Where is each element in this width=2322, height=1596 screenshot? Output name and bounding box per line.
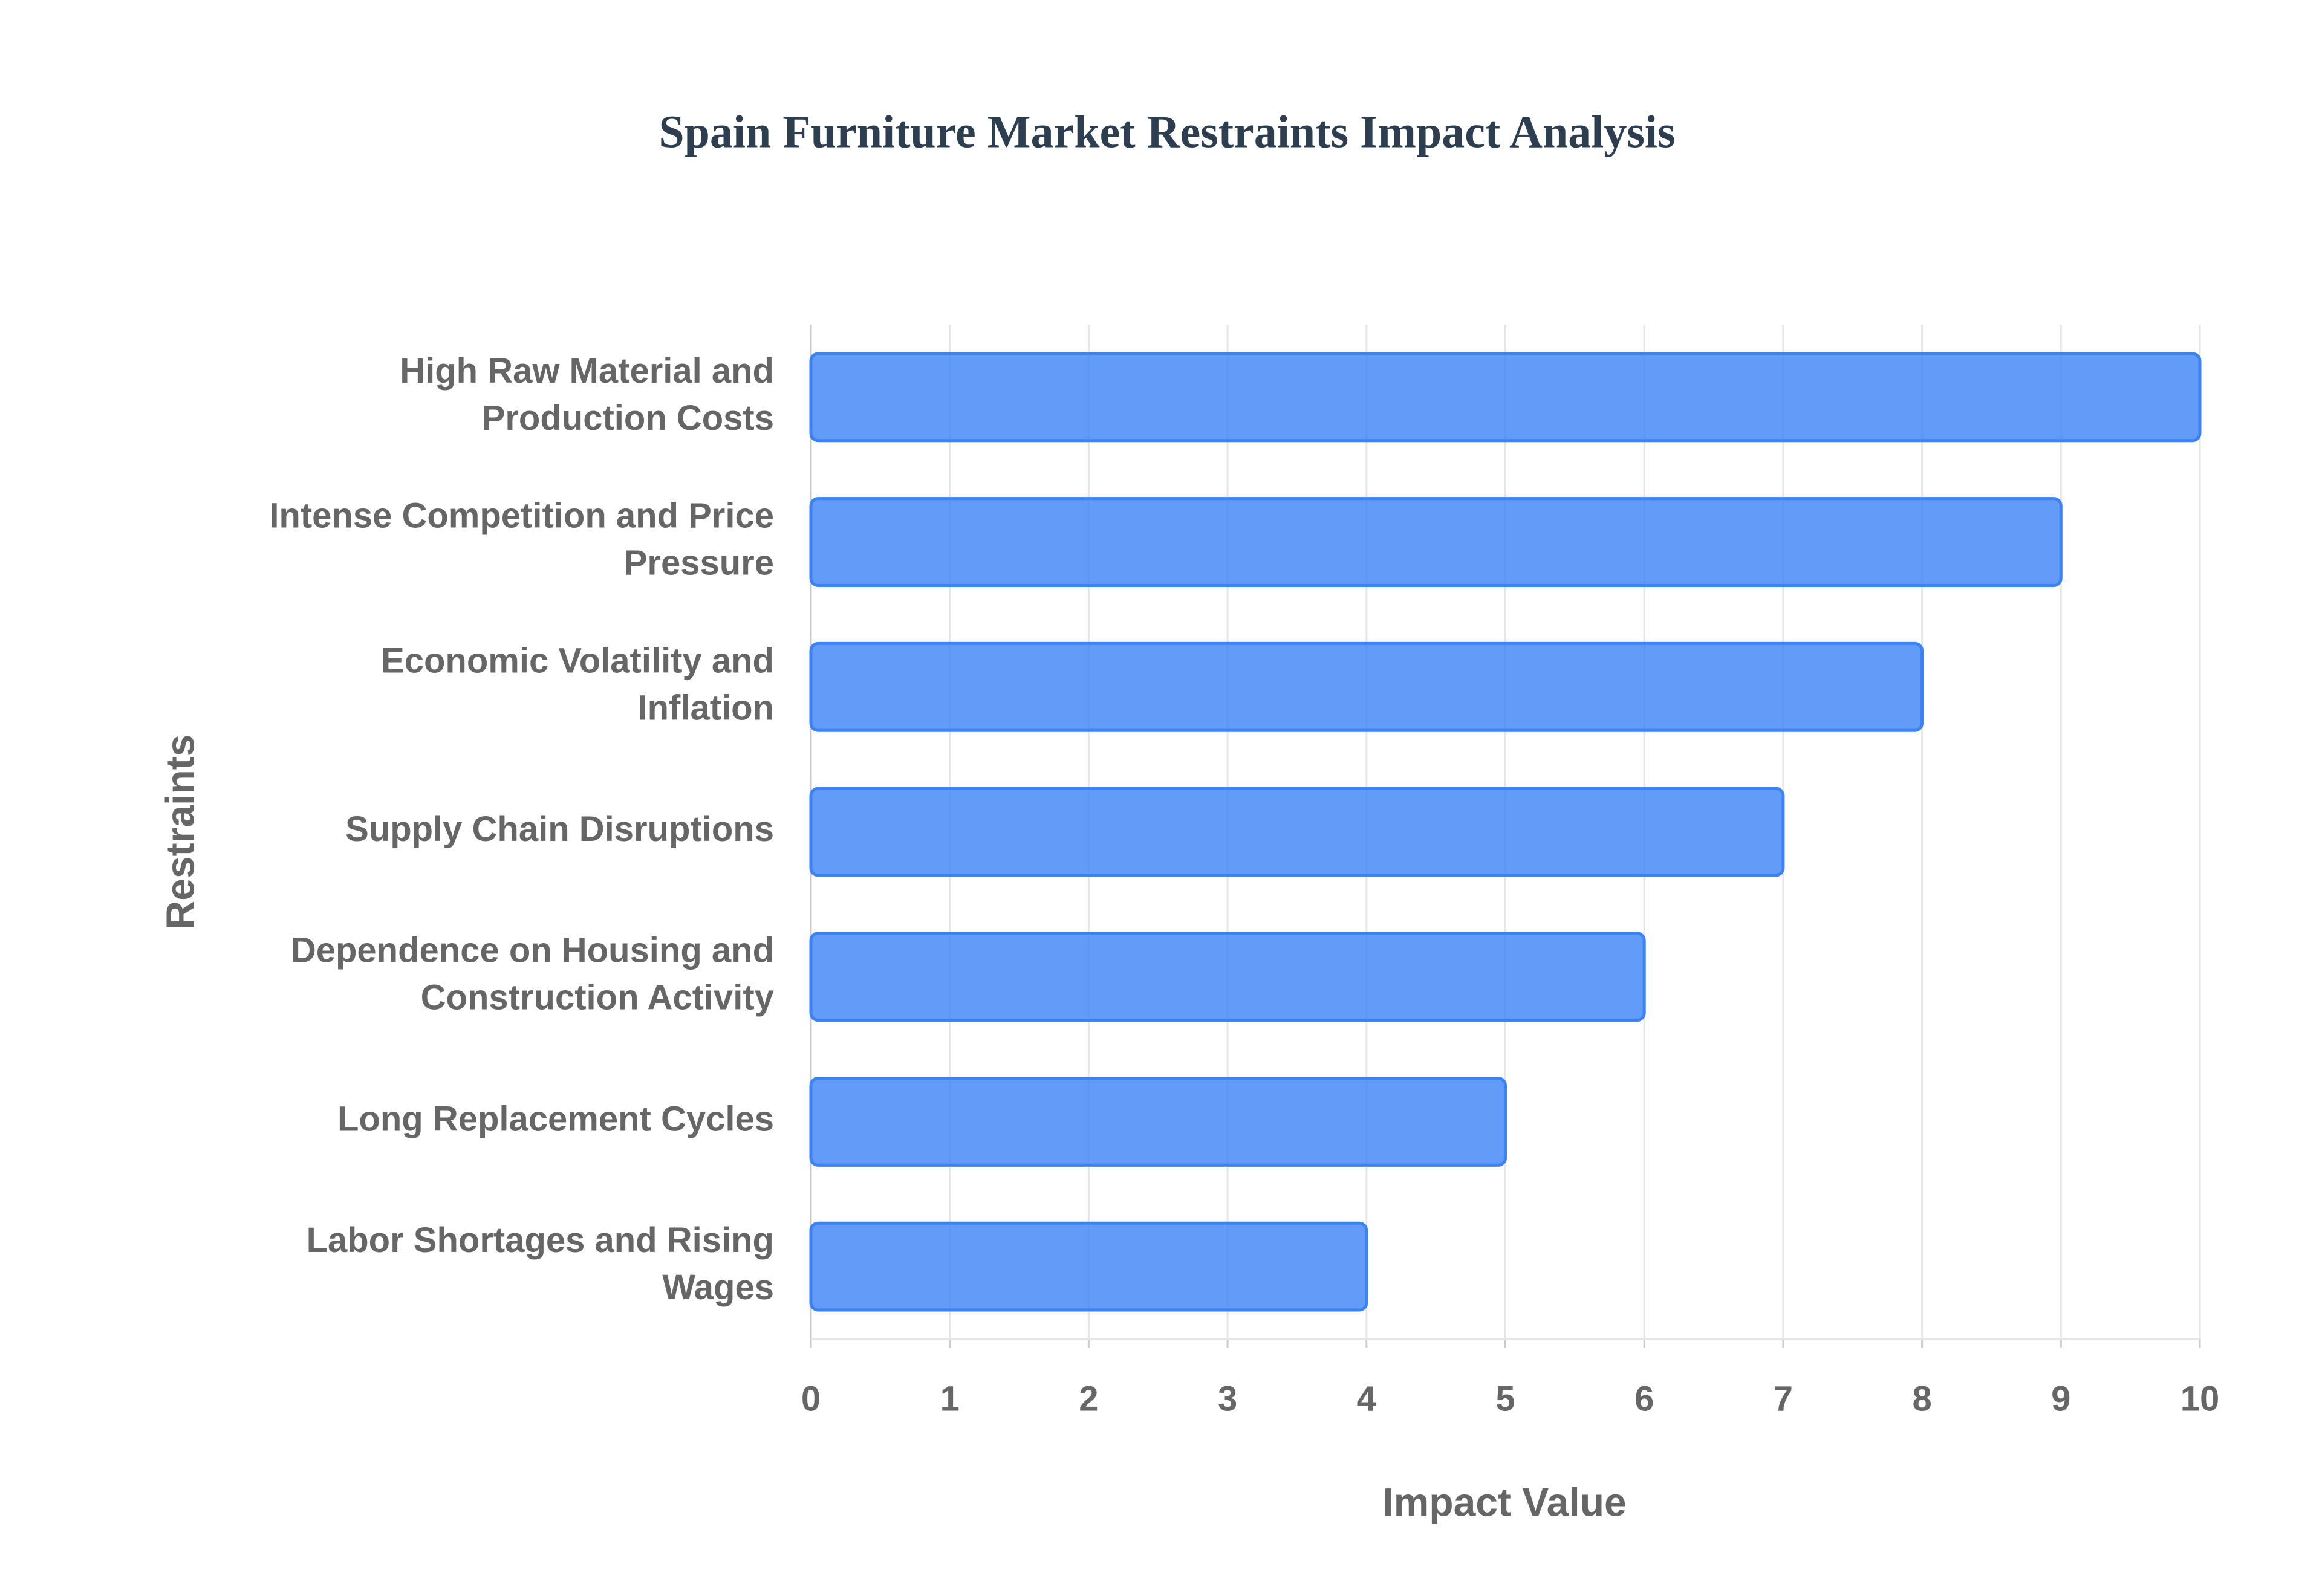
y-tick-label: Long Replacement Cycles [337, 1100, 774, 1139]
x-tick-label: 5 [1495, 1379, 1515, 1418]
x-tick-label: 6 [1634, 1379, 1654, 1418]
x-tick-label: 10 [2181, 1379, 2220, 1418]
y-tick-label: Supply Chain Disruptions [345, 809, 774, 849]
x-axis-title: Impact Value [1382, 1479, 1627, 1524]
x-tick-label: 1 [940, 1379, 960, 1418]
x-tick-label: 0 [801, 1379, 821, 1418]
x-tick-label: 7 [1774, 1379, 1793, 1418]
x-tick-label: 4 [1357, 1379, 1376, 1418]
y-tick-label: High Raw Material and Production Costs [400, 351, 774, 438]
bar [809, 1077, 1507, 1167]
y-tick-label: Labor Shortages and Rising Wages [307, 1221, 774, 1307]
x-tick-label: 9 [2051, 1379, 2070, 1418]
bar [809, 641, 1924, 732]
y-tick-label: Dependence on Housing and Construction Ac… [291, 931, 774, 1017]
y-axis-title: Restraints [157, 735, 202, 930]
bar [809, 787, 1785, 877]
bar [809, 352, 2202, 443]
chart-title: Spain Furniture Market Restraints Impact… [659, 106, 1675, 157]
bar [809, 932, 1646, 1022]
y-tick-label: Economic Volatility and Inflation [381, 641, 774, 728]
x-tick-label: 2 [1079, 1379, 1098, 1418]
bar [809, 497, 2063, 587]
x-tick-label: 8 [1912, 1379, 1931, 1418]
y-tick-label: Intense Competition and Price Pressure [269, 496, 774, 583]
bar [809, 1221, 1368, 1312]
x-tick-label: 3 [1218, 1379, 1237, 1418]
